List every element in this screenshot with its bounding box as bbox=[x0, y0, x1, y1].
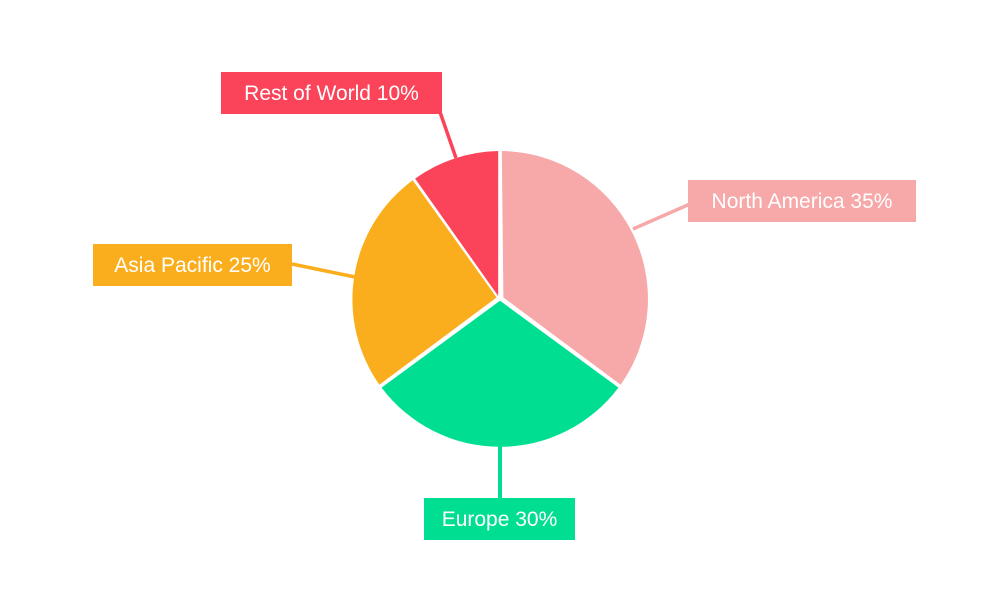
pie-label-europe: Europe 30% bbox=[424, 498, 575, 540]
pie-label-rest-of-world-text: Rest of World 10% bbox=[244, 81, 419, 105]
leader-line-north-america bbox=[632, 202, 691, 231]
leader-line-rest-of-world bbox=[438, 111, 458, 159]
pie-slice-rest-of-world bbox=[415, 151, 499, 296]
pie-slice-north-america bbox=[501, 151, 648, 385]
pie-label-north-america-text: North America 35% bbox=[711, 189, 893, 213]
pie-label-north-america: North America 35% bbox=[688, 180, 916, 222]
pie-label-rest-of-world: Rest of World 10% bbox=[221, 72, 442, 114]
leader-line-asia-pacific bbox=[291, 262, 356, 279]
pie-label-asia-pacific-text: Asia Pacific 25% bbox=[114, 253, 271, 277]
pie-label-asia-pacific: Asia Pacific 25% bbox=[93, 244, 292, 286]
pie-slice-asia-pacific bbox=[352, 180, 497, 385]
pie-label-europe-text: Europe 30% bbox=[441, 507, 558, 531]
pie-slice-europe bbox=[381, 300, 619, 447]
